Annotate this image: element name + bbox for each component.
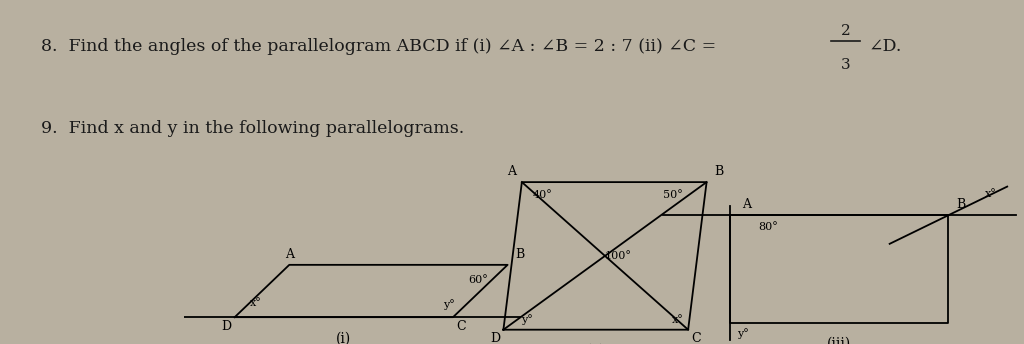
Text: 80°: 80° — [758, 222, 778, 232]
Text: D: D — [221, 320, 231, 333]
Text: (i): (i) — [336, 331, 351, 344]
Text: C: C — [692, 332, 701, 344]
Text: D: D — [489, 332, 500, 344]
Text: 100°: 100° — [605, 251, 632, 261]
Text: y°: y° — [443, 299, 455, 310]
Text: x°: x° — [672, 314, 684, 324]
Text: y°: y° — [521, 314, 532, 324]
Text: (iii): (iii) — [827, 336, 851, 344]
Text: y°: y° — [737, 328, 749, 339]
Text: A: A — [742, 198, 752, 211]
Text: x°: x° — [250, 299, 261, 309]
Text: 8.  Find the angles of the parallelogram ABCD if (i) ∠A : ∠B = 2 : 7 (ii) ∠C =: 8. Find the angles of the parallelogram … — [41, 38, 716, 55]
Text: 60°: 60° — [468, 275, 488, 285]
Text: 3: 3 — [841, 58, 851, 73]
Text: A: A — [285, 248, 294, 261]
Text: A: A — [507, 165, 516, 178]
Text: ∠D.: ∠D. — [868, 38, 902, 55]
Text: x°: x° — [984, 189, 996, 199]
Text: 9.  Find x and y in the following parallelograms.: 9. Find x and y in the following paralle… — [41, 120, 464, 137]
Text: 2: 2 — [841, 24, 851, 38]
Text: 50°: 50° — [664, 190, 683, 200]
Text: 40°: 40° — [532, 190, 553, 200]
Text: B: B — [715, 165, 724, 178]
Text: C: C — [457, 320, 466, 333]
Text: B: B — [956, 198, 966, 211]
Text: B: B — [515, 248, 525, 261]
